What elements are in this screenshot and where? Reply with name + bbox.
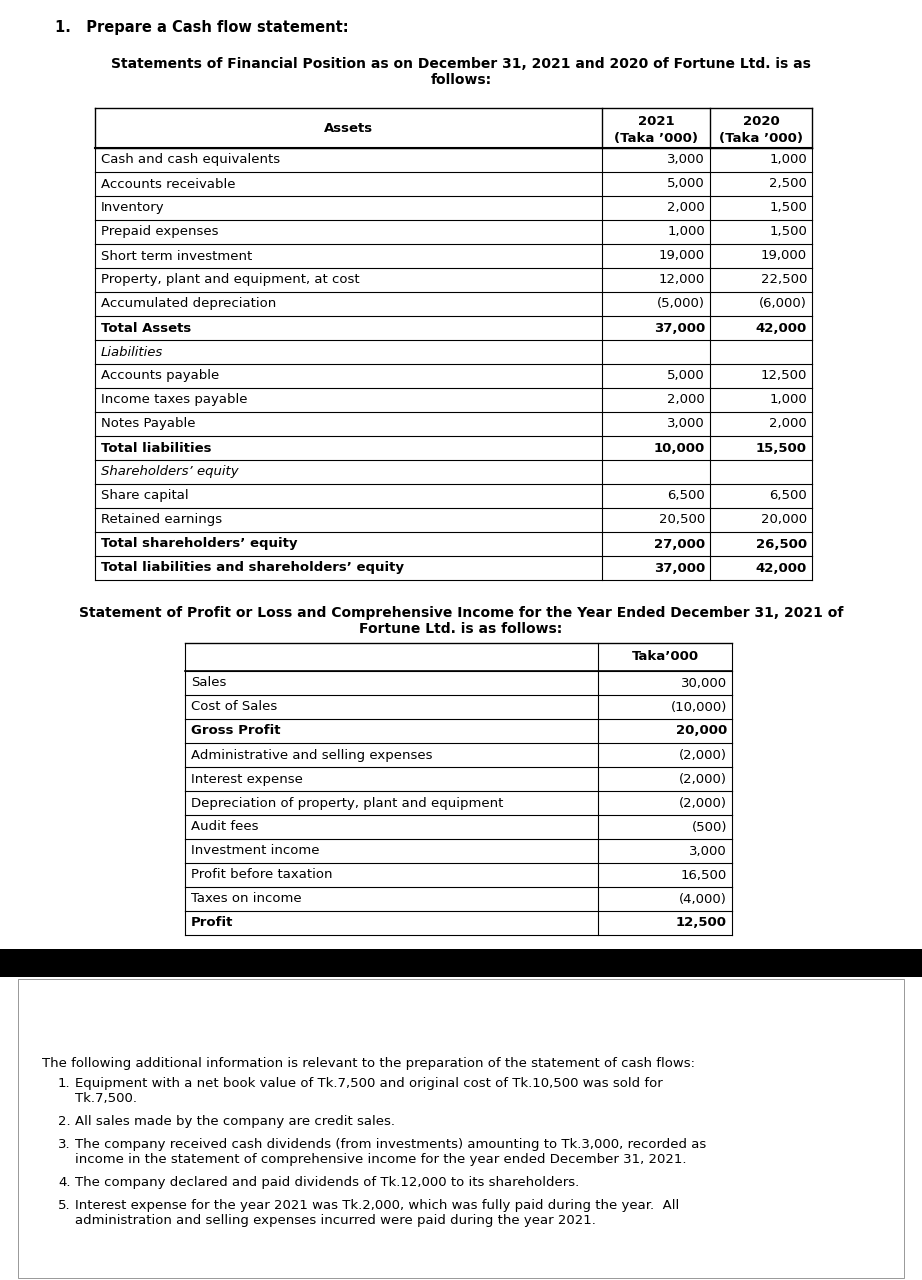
Text: Gross Profit: Gross Profit: [191, 724, 280, 737]
Text: 20,000: 20,000: [761, 513, 807, 526]
Text: Statements of Financial Position as on December 31, 2021 and 2020 of Fortune Ltd: Statements of Financial Position as on D…: [111, 58, 811, 70]
Text: Assets: Assets: [324, 122, 373, 134]
Text: (10,000): (10,000): [670, 700, 727, 713]
Text: 42,000: 42,000: [756, 321, 807, 334]
Text: 2,000: 2,000: [769, 417, 807, 430]
Text: Notes Payable: Notes Payable: [101, 417, 195, 430]
Text: Prepaid expenses: Prepaid expenses: [101, 225, 219, 238]
Text: Audit fees: Audit fees: [191, 820, 258, 833]
Text: 19,000: 19,000: [659, 250, 705, 262]
Text: 4.: 4.: [58, 1176, 70, 1189]
Text: The following additional information is relevant to the preparation of the state: The following additional information is …: [42, 1057, 695, 1070]
Text: Accounts receivable: Accounts receivable: [101, 178, 235, 191]
Bar: [18, 979, 904, 1277]
Text: 3,000: 3,000: [668, 417, 705, 430]
Text: Fortune Ltd. is as follows:: Fortune Ltd. is as follows:: [360, 622, 562, 636]
Text: 3.: 3.: [58, 1138, 71, 1151]
Text: 37,000: 37,000: [654, 562, 705, 575]
Text: 42,000: 42,000: [756, 562, 807, 575]
Text: 16,500: 16,500: [680, 869, 727, 882]
Text: Profit before taxation: Profit before taxation: [191, 869, 333, 882]
Text: 26,500: 26,500: [756, 538, 807, 550]
Text: 3,000: 3,000: [668, 154, 705, 166]
Text: Investment income: Investment income: [191, 845, 320, 858]
Text: 2021
(Taka ’000): 2021 (Taka ’000): [614, 115, 698, 145]
Text: Interest expense for the year 2021 was Tk.2,000, which was fully paid during the: Interest expense for the year 2021 was T…: [75, 1199, 680, 1212]
Text: Short term investment: Short term investment: [101, 250, 253, 262]
Text: Inventory: Inventory: [101, 201, 165, 215]
Text: Income taxes payable: Income taxes payable: [101, 393, 247, 407]
Text: 27,000: 27,000: [654, 538, 705, 550]
Text: (2,000): (2,000): [679, 749, 727, 762]
Text: Retained earnings: Retained earnings: [101, 513, 222, 526]
Bar: [0, 934, 922, 979]
Text: Share capital: Share capital: [101, 489, 189, 503]
Text: Total liabilities: Total liabilities: [101, 442, 211, 454]
Text: 6,500: 6,500: [668, 489, 705, 503]
Text: 3,000: 3,000: [690, 845, 727, 858]
Text: Accounts payable: Accounts payable: [101, 370, 219, 383]
Text: 22,500: 22,500: [761, 274, 807, 287]
Text: 5,000: 5,000: [668, 178, 705, 191]
Text: 19,000: 19,000: [761, 250, 807, 262]
Text: 6,500: 6,500: [769, 489, 807, 503]
Text: 37,000: 37,000: [654, 321, 705, 334]
Text: Administrative and selling expenses: Administrative and selling expenses: [191, 749, 432, 762]
Text: (5,000): (5,000): [657, 297, 705, 311]
Bar: [0, 948, 922, 977]
Text: 1,500: 1,500: [769, 201, 807, 215]
Text: Property, plant and equipment, at cost: Property, plant and equipment, at cost: [101, 274, 360, 287]
Text: 2,500: 2,500: [769, 178, 807, 191]
Text: Taxes on income: Taxes on income: [191, 892, 301, 905]
Text: Statement of Profit or Loss and Comprehensive Income for the Year Ended December: Statement of Profit or Loss and Comprehe…: [78, 605, 844, 620]
Text: The company received cash dividends (from investments) amounting to Tk.3,000, re: The company received cash dividends (fro…: [75, 1138, 706, 1151]
Text: 20,500: 20,500: [658, 513, 705, 526]
Text: Accumulated depreciation: Accumulated depreciation: [101, 297, 277, 311]
Text: (500): (500): [692, 820, 727, 833]
Text: 5,000: 5,000: [668, 370, 705, 383]
Text: 1,500: 1,500: [769, 225, 807, 238]
Text: 1.   Prepare a Cash flow statement:: 1. Prepare a Cash flow statement:: [55, 20, 349, 35]
Text: Profit: Profit: [191, 916, 233, 929]
Text: Depreciation of property, plant and equipment: Depreciation of property, plant and equi…: [191, 796, 503, 809]
Text: (2,000): (2,000): [679, 796, 727, 809]
Text: (4,000): (4,000): [680, 892, 727, 905]
Text: 12,500: 12,500: [676, 916, 727, 929]
Text: Sales: Sales: [191, 677, 227, 690]
Text: 12,000: 12,000: [658, 274, 705, 287]
Text: Taka’000: Taka’000: [632, 650, 699, 663]
Text: income in the statement of comprehensive income for the year ended December 31, : income in the statement of comprehensive…: [75, 1153, 687, 1166]
Text: 1.: 1.: [58, 1076, 71, 1091]
Text: Total liabilities and shareholders’ equity: Total liabilities and shareholders’ equi…: [101, 562, 404, 575]
Text: 12,500: 12,500: [761, 370, 807, 383]
Text: administration and selling expenses incurred were paid during the year 2021.: administration and selling expenses incu…: [75, 1213, 596, 1228]
Text: The company declared and paid dividends of Tk.12,000 to its shareholders.: The company declared and paid dividends …: [75, 1176, 579, 1189]
Text: 1,000: 1,000: [769, 154, 807, 166]
Text: Interest expense: Interest expense: [191, 773, 302, 786]
Text: 1,000: 1,000: [769, 393, 807, 407]
Text: 5.: 5.: [58, 1199, 71, 1212]
Text: Total Assets: Total Assets: [101, 321, 191, 334]
Text: Tk.7,500.: Tk.7,500.: [75, 1092, 137, 1105]
Text: (2,000): (2,000): [679, 773, 727, 786]
Text: 2.: 2.: [58, 1115, 71, 1128]
Text: 10,000: 10,000: [654, 442, 705, 454]
Text: Cost of Sales: Cost of Sales: [191, 700, 278, 713]
Text: 2,000: 2,000: [668, 201, 705, 215]
Text: follows:: follows:: [431, 73, 491, 87]
Text: Equipment with a net book value of Tk.7,500 and original cost of Tk.10,500 was s: Equipment with a net book value of Tk.7,…: [75, 1076, 663, 1091]
Text: 1,000: 1,000: [668, 225, 705, 238]
Text: Liabilities: Liabilities: [101, 346, 163, 358]
Text: 30,000: 30,000: [680, 677, 727, 690]
Text: Cash and cash equivalents: Cash and cash equivalents: [101, 154, 280, 166]
Text: 15,500: 15,500: [756, 442, 807, 454]
Text: All sales made by the company are credit sales.: All sales made by the company are credit…: [75, 1115, 395, 1128]
Text: 2,000: 2,000: [668, 393, 705, 407]
Text: Shareholders’ equity: Shareholders’ equity: [101, 466, 239, 479]
Text: 20,000: 20,000: [676, 724, 727, 737]
Text: Total shareholders’ equity: Total shareholders’ equity: [101, 538, 298, 550]
Text: 2020
(Taka ’000): 2020 (Taka ’000): [719, 115, 803, 145]
Text: (6,000): (6,000): [759, 297, 807, 311]
